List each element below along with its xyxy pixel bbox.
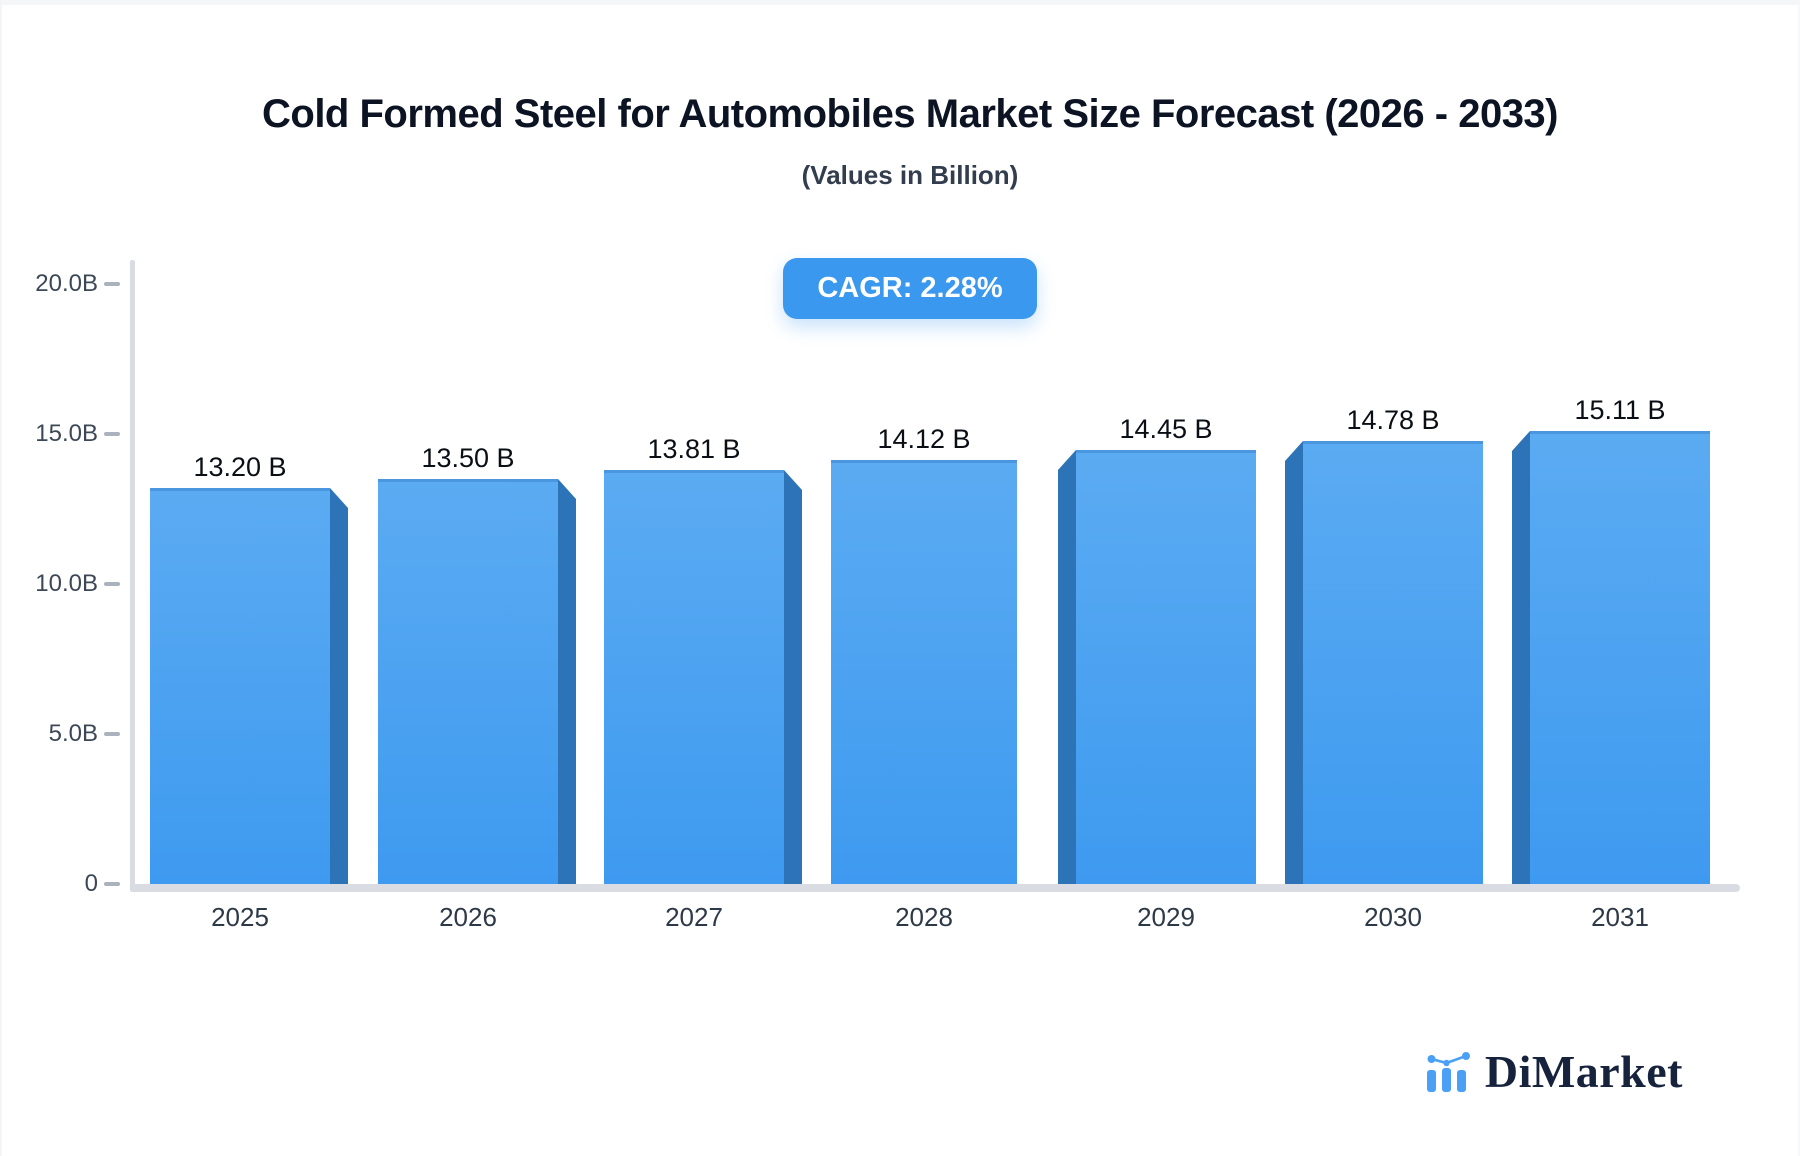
bar-value-label: 14.78 B bbox=[1346, 405, 1440, 435]
bar-top-edge bbox=[604, 470, 784, 473]
brand-logo: DiMarket bbox=[1423, 1045, 1683, 1098]
bar-value-label: 15.11 B bbox=[1574, 395, 1666, 425]
logo-text: DiMarket bbox=[1484, 1046, 1683, 1097]
y-axis-tick-label: 15.0B bbox=[35, 420, 98, 447]
y-axis-tick bbox=[104, 432, 120, 436]
bar-front-face bbox=[1076, 450, 1256, 884]
bar bbox=[150, 488, 348, 884]
top-border bbox=[2, 0, 1798, 5]
bar-front-face bbox=[1303, 441, 1483, 884]
bar-top-edge bbox=[378, 479, 558, 482]
y-axis-line bbox=[130, 260, 135, 892]
bar-top-edge bbox=[1530, 431, 1710, 434]
y-axis-tick-label: 5.0B bbox=[48, 720, 98, 747]
bar-value-label: 14.45 B bbox=[1119, 414, 1213, 444]
bar-side-face bbox=[784, 470, 802, 884]
bar-side-face bbox=[1512, 431, 1530, 884]
bar-front-face bbox=[1530, 431, 1710, 884]
bar-value-label: 13.81 B bbox=[647, 434, 741, 464]
x-axis-label: 2028 bbox=[895, 902, 953, 932]
chart-subtitle: (Values in Billion) bbox=[801, 160, 1019, 190]
x-axis-label: 2025 bbox=[211, 902, 269, 932]
bar-value-label: 13.20 B bbox=[193, 452, 287, 482]
bar-top-edge bbox=[1076, 450, 1256, 453]
x-axis-label: 2030 bbox=[1364, 902, 1422, 932]
bar-front-face bbox=[831, 460, 1017, 884]
x-axis-baseline bbox=[130, 884, 1740, 892]
bar bbox=[1285, 441, 1483, 884]
bar bbox=[1512, 431, 1710, 884]
cagr-badge-wrap: CAGR: 2.28% bbox=[62, 258, 1758, 319]
bar-side-face bbox=[558, 479, 576, 884]
y-axis-tick bbox=[104, 882, 120, 886]
x-axis-label: 2031 bbox=[1591, 902, 1649, 932]
bar-top-edge bbox=[831, 460, 1017, 463]
y-axis-tick-label: 10.0B bbox=[35, 570, 98, 597]
y-axis-tick-label: 0 bbox=[84, 870, 98, 897]
y-axis-tick-label: 20.0B bbox=[35, 270, 98, 297]
chart-title: Cold Formed Steel for Automobiles Market… bbox=[262, 92, 1559, 136]
bar bbox=[378, 479, 576, 884]
bar bbox=[1058, 450, 1256, 884]
bar-front-face bbox=[378, 479, 558, 884]
bar-top-edge bbox=[150, 488, 330, 491]
bar bbox=[831, 460, 1017, 884]
bar-value-label: 14.12 B bbox=[877, 424, 971, 454]
y-axis-tick bbox=[104, 732, 120, 736]
bar-side-face bbox=[330, 488, 348, 884]
x-axis-label: 2029 bbox=[1137, 902, 1195, 932]
y-axis-tick bbox=[104, 582, 120, 586]
cagr-badge: CAGR: 2.28% bbox=[783, 258, 1037, 319]
bar-top-edge bbox=[1303, 441, 1483, 444]
x-axis-label: 2027 bbox=[665, 902, 723, 932]
bar-front-face bbox=[150, 488, 330, 884]
y-axis-tick bbox=[104, 282, 120, 286]
bar bbox=[604, 470, 802, 884]
x-axis-label: 2026 bbox=[439, 902, 497, 932]
bar-side-face bbox=[1058, 450, 1076, 884]
bar-value-label: 13.50 B bbox=[421, 443, 515, 473]
bar-side-face bbox=[1285, 441, 1303, 884]
bar-front-face bbox=[604, 470, 784, 884]
logo-chart-icon bbox=[1426, 1051, 1470, 1092]
